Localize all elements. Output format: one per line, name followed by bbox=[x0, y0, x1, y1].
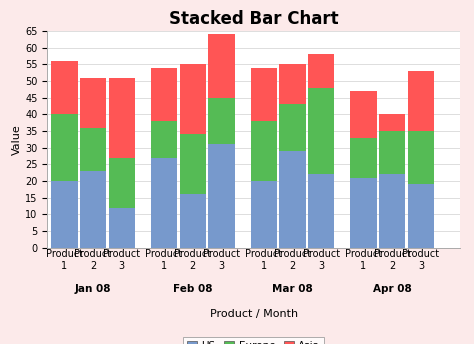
Bar bbox=[279, 151, 306, 248]
Bar bbox=[80, 128, 106, 171]
Bar bbox=[80, 78, 106, 128]
Text: Apr 08: Apr 08 bbox=[373, 284, 411, 294]
Bar bbox=[208, 98, 235, 144]
Bar bbox=[109, 158, 135, 208]
Bar bbox=[51, 181, 78, 248]
Bar bbox=[151, 68, 177, 121]
Bar bbox=[180, 194, 206, 248]
Bar bbox=[180, 134, 206, 194]
Bar bbox=[251, 181, 277, 248]
Bar bbox=[151, 121, 177, 158]
Text: Mar 08: Mar 08 bbox=[272, 284, 313, 294]
Bar bbox=[279, 104, 306, 151]
Bar bbox=[208, 34, 235, 98]
Bar bbox=[379, 174, 405, 248]
Bar bbox=[379, 131, 405, 174]
Bar bbox=[208, 144, 235, 248]
Y-axis label: Value: Value bbox=[12, 124, 22, 155]
Bar bbox=[251, 68, 277, 121]
Bar bbox=[279, 64, 306, 104]
Bar bbox=[379, 114, 405, 131]
Bar bbox=[151, 158, 177, 248]
Bar bbox=[109, 208, 135, 248]
Bar bbox=[51, 114, 78, 181]
Bar bbox=[308, 174, 335, 248]
Bar bbox=[80, 171, 106, 248]
Bar bbox=[408, 131, 434, 184]
Text: Jan 08: Jan 08 bbox=[75, 284, 111, 294]
Text: Feb 08: Feb 08 bbox=[173, 284, 212, 294]
Bar bbox=[308, 54, 335, 88]
Text: Product / Month: Product / Month bbox=[210, 309, 298, 319]
Legend: US, Europe, Asia: US, Europe, Asia bbox=[183, 337, 324, 344]
Bar bbox=[180, 64, 206, 134]
Bar bbox=[408, 184, 434, 248]
Title: Stacked Bar Chart: Stacked Bar Chart bbox=[169, 10, 338, 28]
Bar bbox=[408, 71, 434, 131]
Bar bbox=[51, 61, 78, 114]
Bar bbox=[109, 78, 135, 158]
Bar bbox=[350, 91, 377, 138]
Bar bbox=[350, 178, 377, 248]
Bar bbox=[350, 138, 377, 178]
Bar bbox=[251, 121, 277, 181]
Bar bbox=[308, 88, 335, 174]
